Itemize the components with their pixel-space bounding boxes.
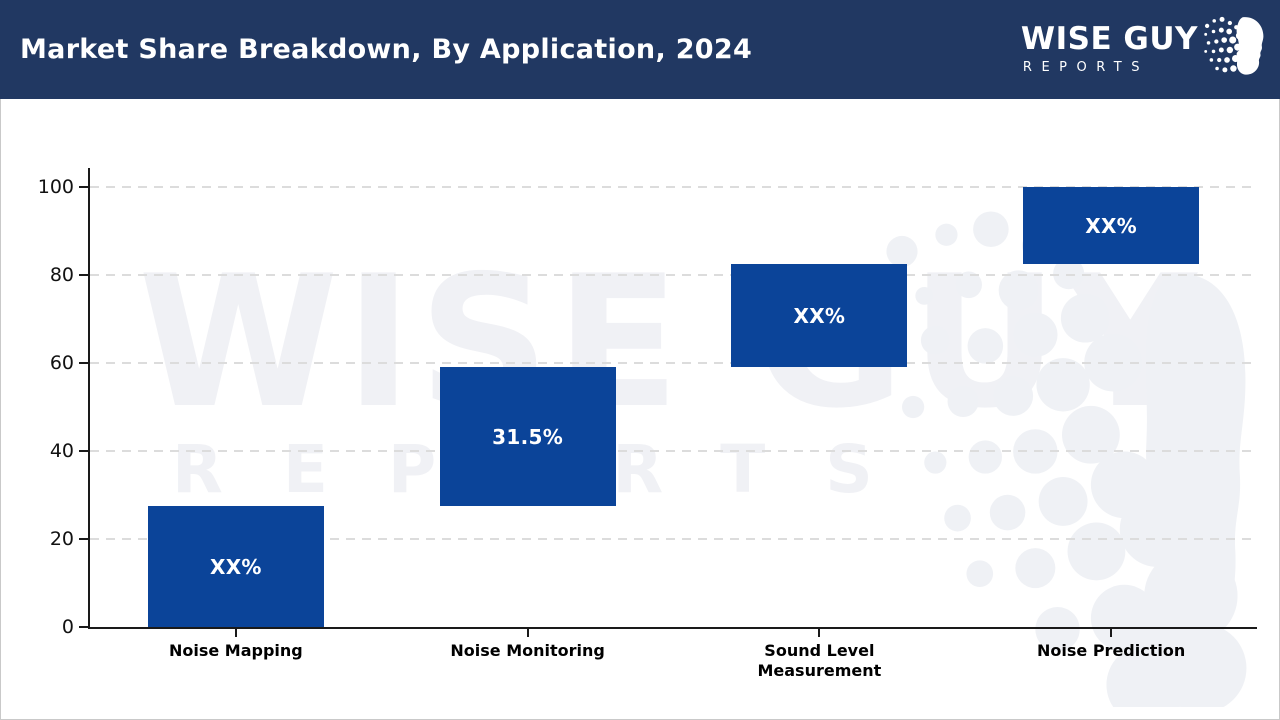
bar-segment: XX% bbox=[1023, 187, 1200, 264]
y-tick-label-80: 80 bbox=[49, 264, 74, 286]
bar-segment: XX% bbox=[147, 506, 324, 627]
bar-value-label: XX% bbox=[1085, 213, 1138, 238]
gridline-40 bbox=[90, 450, 1257, 452]
x-tick bbox=[1110, 627, 1113, 637]
bar-value-label: XX% bbox=[209, 554, 262, 579]
brand-name: WISE GUY bbox=[1020, 21, 1198, 57]
bar-value-label: 31.5% bbox=[492, 424, 564, 449]
x-tick bbox=[234, 627, 237, 637]
bar-segment: 31.5% bbox=[439, 367, 616, 506]
page-title: Market Share Breakdown, By Application, … bbox=[20, 34, 753, 65]
bar-value-label: XX% bbox=[793, 303, 846, 328]
gridline-60 bbox=[90, 362, 1257, 364]
plot-area: 0 20 40 60 80 100 XX% 31.5% XX% XX% Noise Mappin… bbox=[38, 168, 1257, 680]
bar-segment: XX% bbox=[731, 264, 908, 368]
gridline-80 bbox=[90, 274, 1257, 276]
x-category-label: Noise Prediction bbox=[1037, 641, 1186, 660]
y-tick-label-100: 100 bbox=[37, 176, 74, 198]
gridline-20 bbox=[90, 538, 1257, 540]
y-tick-0 bbox=[79, 626, 88, 628]
y-tick-60 bbox=[79, 362, 88, 364]
x-tick bbox=[526, 627, 529, 637]
x-tick bbox=[818, 627, 821, 637]
y-tick-label-20: 20 bbox=[49, 528, 74, 550]
y-tick-label-40: 40 bbox=[49, 440, 74, 462]
brand-wordmark: WISE GUY REPORTS bbox=[1020, 21, 1198, 76]
y-tick-20 bbox=[79, 538, 88, 540]
y-tick-label-60: 60 bbox=[49, 352, 74, 374]
x-category-label: Noise Monitoring bbox=[450, 641, 605, 660]
face-profile-dots-icon bbox=[1204, 16, 1264, 75]
watermark-face-dots-icon bbox=[882, 211, 1247, 707]
y-tick-label-0: 0 bbox=[61, 616, 74, 638]
gridline-100 bbox=[90, 186, 1257, 188]
y-tick-100 bbox=[79, 186, 88, 188]
brand-subname: REPORTS bbox=[1022, 60, 1150, 75]
header: Market Share Breakdown, By Application, … bbox=[0, 0, 1280, 99]
y-tick-80 bbox=[79, 274, 88, 276]
y-tick-40 bbox=[79, 450, 88, 452]
x-category-label: Noise Mapping bbox=[168, 641, 303, 660]
brand-logo: WISE GUY REPORTS bbox=[1021, 8, 1264, 92]
x-category-label: Sound Level Measurement bbox=[757, 641, 882, 680]
